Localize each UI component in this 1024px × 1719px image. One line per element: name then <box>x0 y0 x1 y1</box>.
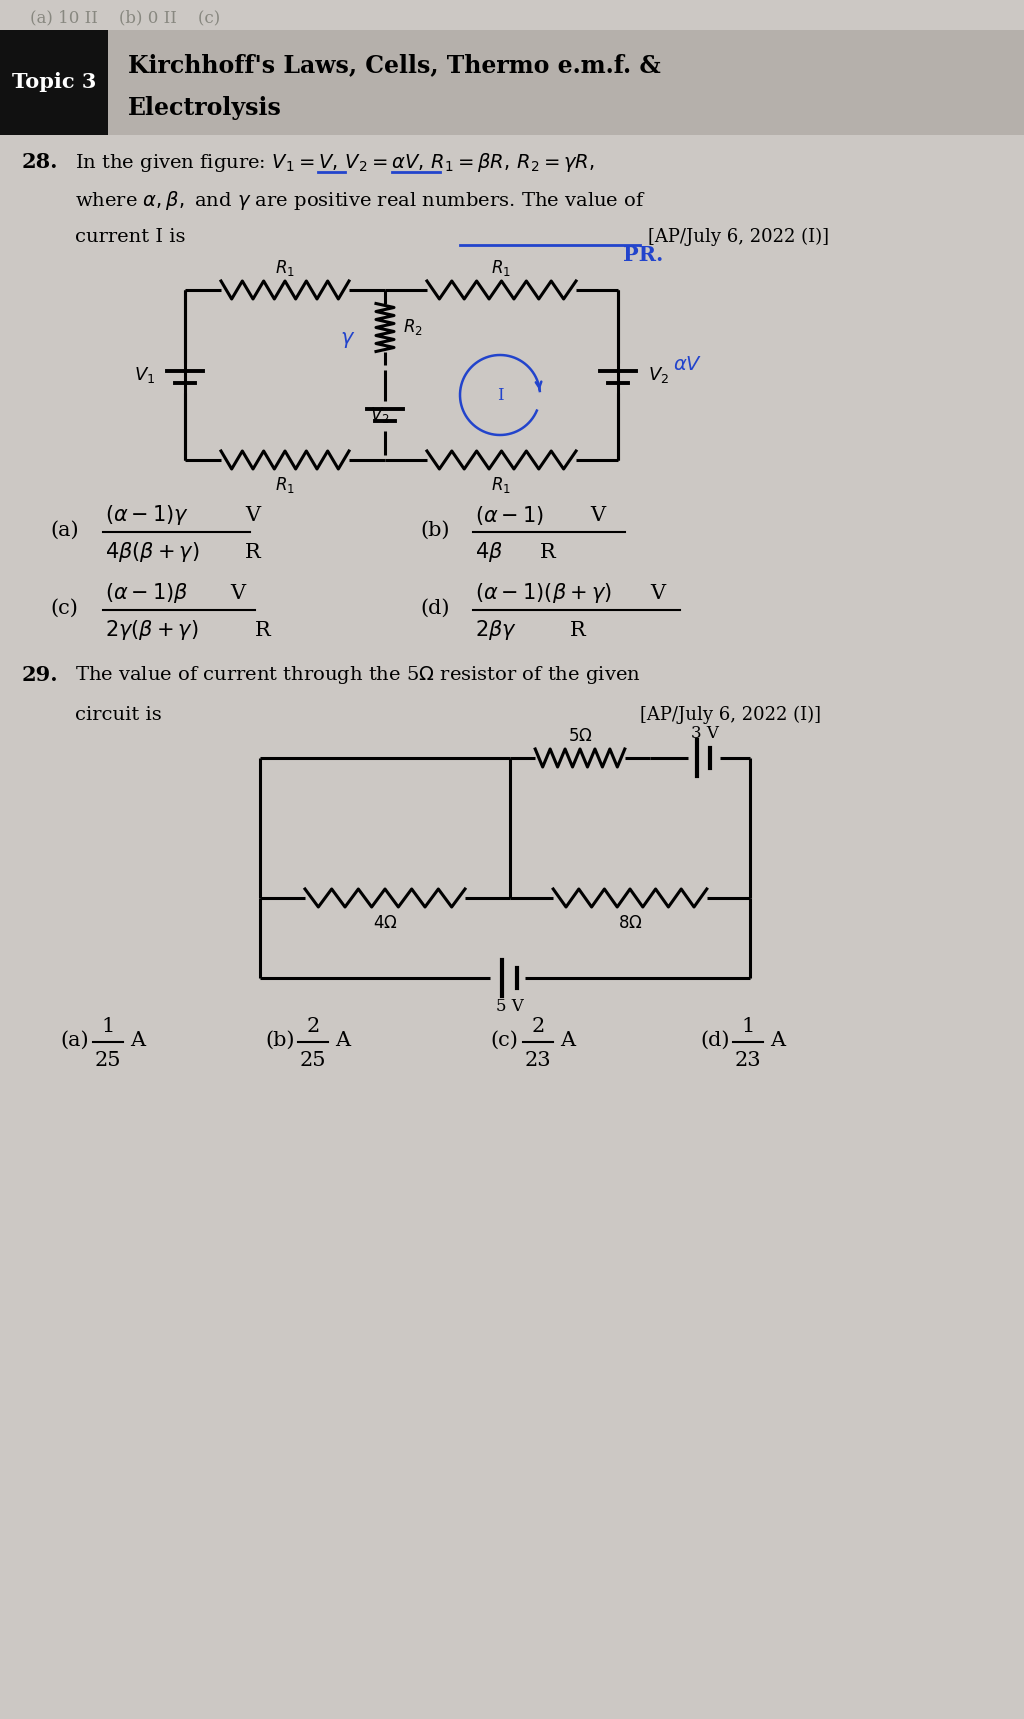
Text: A: A <box>335 1030 350 1050</box>
Text: $V_2$: $V_2$ <box>371 406 390 425</box>
Text: V: V <box>230 583 245 602</box>
Text: R: R <box>245 543 261 562</box>
Text: $R_1$: $R_1$ <box>275 258 295 278</box>
Text: Kirchhoff's Laws, Cells, Thermo e.m.f. &: Kirchhoff's Laws, Cells, Thermo e.m.f. & <box>128 53 660 77</box>
Text: (c): (c) <box>490 1030 518 1050</box>
Text: 1: 1 <box>101 1016 115 1035</box>
Text: $R_2$: $R_2$ <box>403 316 423 337</box>
Text: 25: 25 <box>95 1050 121 1069</box>
Text: $V_1$: $V_1$ <box>134 364 155 385</box>
Text: Topic 3: Topic 3 <box>12 72 96 93</box>
Text: $(\alpha-1)(\beta+\gamma)$: $(\alpha-1)(\beta+\gamma)$ <box>475 581 611 605</box>
Text: (a): (a) <box>60 1030 89 1050</box>
Text: $R_1$: $R_1$ <box>492 258 511 278</box>
Text: [AP/July 6, 2022 (I)]: [AP/July 6, 2022 (I)] <box>648 229 829 246</box>
FancyBboxPatch shape <box>0 29 108 136</box>
Text: (b): (b) <box>265 1030 295 1050</box>
Text: R: R <box>570 621 586 639</box>
Text: $4\beta$: $4\beta$ <box>475 540 503 564</box>
Text: (d): (d) <box>420 598 450 617</box>
Text: $R_1$: $R_1$ <box>275 474 295 495</box>
Text: $V_2$: $V_2$ <box>648 364 669 385</box>
Text: R: R <box>540 543 556 562</box>
Text: 2: 2 <box>306 1016 319 1035</box>
Text: $8\Omega$: $8\Omega$ <box>617 915 642 932</box>
Text: (a): (a) <box>50 521 79 540</box>
Text: PR.: PR. <box>623 246 664 265</box>
Text: (a) 10 II    (b) 0 II    (c): (a) 10 II (b) 0 II (c) <box>30 10 220 26</box>
Text: 5 V: 5 V <box>496 997 524 1014</box>
Text: $4\beta(\beta+\gamma)$: $4\beta(\beta+\gamma)$ <box>105 540 200 564</box>
Text: $4\Omega$: $4\Omega$ <box>373 915 397 932</box>
Text: circuit is: circuit is <box>75 707 162 724</box>
Text: 3 V: 3 V <box>691 724 719 741</box>
Text: $(\alpha-1)$: $(\alpha-1)$ <box>475 504 544 526</box>
Text: $\alpha V$: $\alpha V$ <box>673 356 702 375</box>
Text: 28.: 28. <box>22 151 58 172</box>
Text: R: R <box>255 621 270 639</box>
Text: $2\gamma(\beta+\gamma)$: $2\gamma(\beta+\gamma)$ <box>105 619 199 641</box>
Text: $(\alpha-1)\gamma$: $(\alpha-1)\gamma$ <box>105 504 189 528</box>
Text: 29.: 29. <box>22 665 58 684</box>
Text: A: A <box>770 1030 785 1050</box>
Text: $R_1$: $R_1$ <box>492 474 511 495</box>
Text: current I is: current I is <box>75 229 185 246</box>
Text: (b): (b) <box>420 521 450 540</box>
Text: V: V <box>650 583 666 602</box>
Text: Electrolysis: Electrolysis <box>128 96 282 120</box>
Text: V: V <box>590 505 605 524</box>
Text: $(\alpha-1)\beta$: $(\alpha-1)\beta$ <box>105 581 188 605</box>
Text: In the given figure: $V_1=V,\, V_2=\alpha V,\, R_1=\beta R,\, R_2=\gamma R,$: In the given figure: $V_1=V,\, V_2=\alph… <box>75 151 595 174</box>
Text: The value of current through the 5$\Omega$ resistor of the given: The value of current through the 5$\Omeg… <box>75 664 641 686</box>
Text: V: V <box>245 505 260 524</box>
Text: (c): (c) <box>50 598 78 617</box>
FancyBboxPatch shape <box>108 29 1024 136</box>
Text: I: I <box>497 387 504 404</box>
Text: 23: 23 <box>524 1050 551 1069</box>
Text: 2: 2 <box>531 1016 545 1035</box>
Text: 23: 23 <box>734 1050 761 1069</box>
Text: $\gamma$: $\gamma$ <box>340 330 355 351</box>
Text: $2\beta\gamma$: $2\beta\gamma$ <box>475 619 517 641</box>
Text: A: A <box>130 1030 145 1050</box>
Text: (d): (d) <box>700 1030 729 1050</box>
Text: 25: 25 <box>300 1050 327 1069</box>
Text: [AP/July 6, 2022 (I)]: [AP/July 6, 2022 (I)] <box>640 707 821 724</box>
Text: 1: 1 <box>741 1016 755 1035</box>
Text: $5\Omega$: $5\Omega$ <box>567 727 592 744</box>
Text: where $\alpha, \beta,$ and $\gamma$ are positive real numbers. The value of: where $\alpha, \beta,$ and $\gamma$ are … <box>75 189 646 211</box>
Text: A: A <box>560 1030 575 1050</box>
